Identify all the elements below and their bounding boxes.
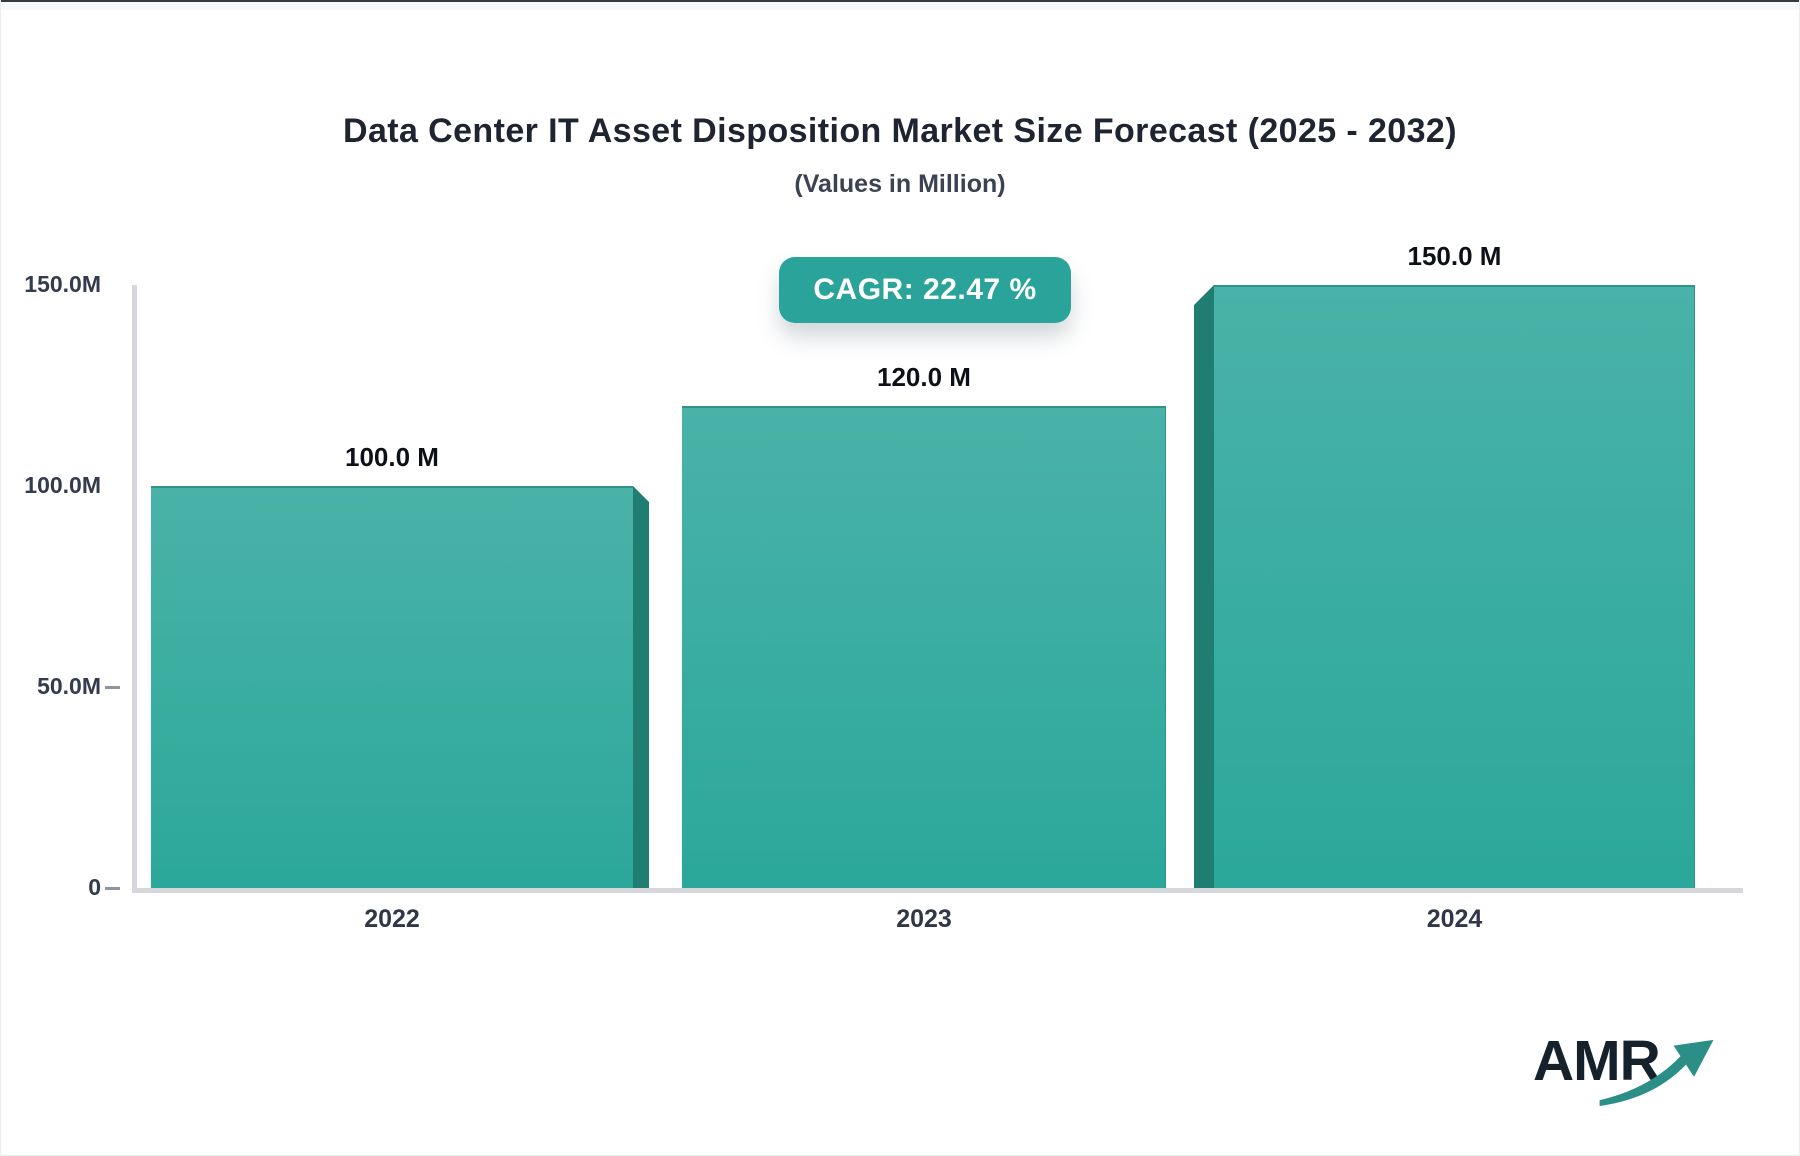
bar-value-label: 120.0 M [877, 362, 971, 392]
brand-logo-text: AMR [1533, 1029, 1661, 1093]
bar-side-face [1194, 285, 1214, 888]
x-tick-label: 2023 [896, 905, 952, 933]
x-tick-label: 2022 [364, 905, 420, 933]
y-tick-label: 100.0M [24, 472, 101, 498]
cagr-badge-label: CAGR: 22.47 % [813, 273, 1037, 306]
bar-side-face [633, 486, 649, 888]
bar-value-label: 150.0 M [1407, 241, 1502, 271]
bar [1214, 285, 1695, 888]
x-axis-line [132, 888, 1743, 893]
cagr-badge: CAGR: 22.47 % [779, 257, 1071, 323]
top-band [1, 2, 1799, 10]
bar [682, 406, 1166, 888]
bar [151, 486, 633, 888]
brand-logo: AMR [1533, 1028, 1743, 1118]
y-tick-dash [105, 887, 120, 890]
y-axis-line [132, 285, 137, 892]
y-tick-label: 150.0M [24, 271, 101, 297]
growth-arrow-icon [1599, 1039, 1714, 1107]
bar-value-label: 100.0 M [345, 442, 439, 472]
top-hairline [1, 0, 1799, 2]
y-tick-label: 50.0M [37, 673, 101, 699]
y-tick-label: 0 [88, 874, 101, 900]
chart-subtitle: (Values in Million) [794, 170, 1006, 198]
x-tick-label: 2024 [1426, 905, 1483, 933]
y-tick-dash [105, 686, 120, 689]
chart-title: Data Center IT Asset Disposition Market … [343, 112, 1457, 150]
